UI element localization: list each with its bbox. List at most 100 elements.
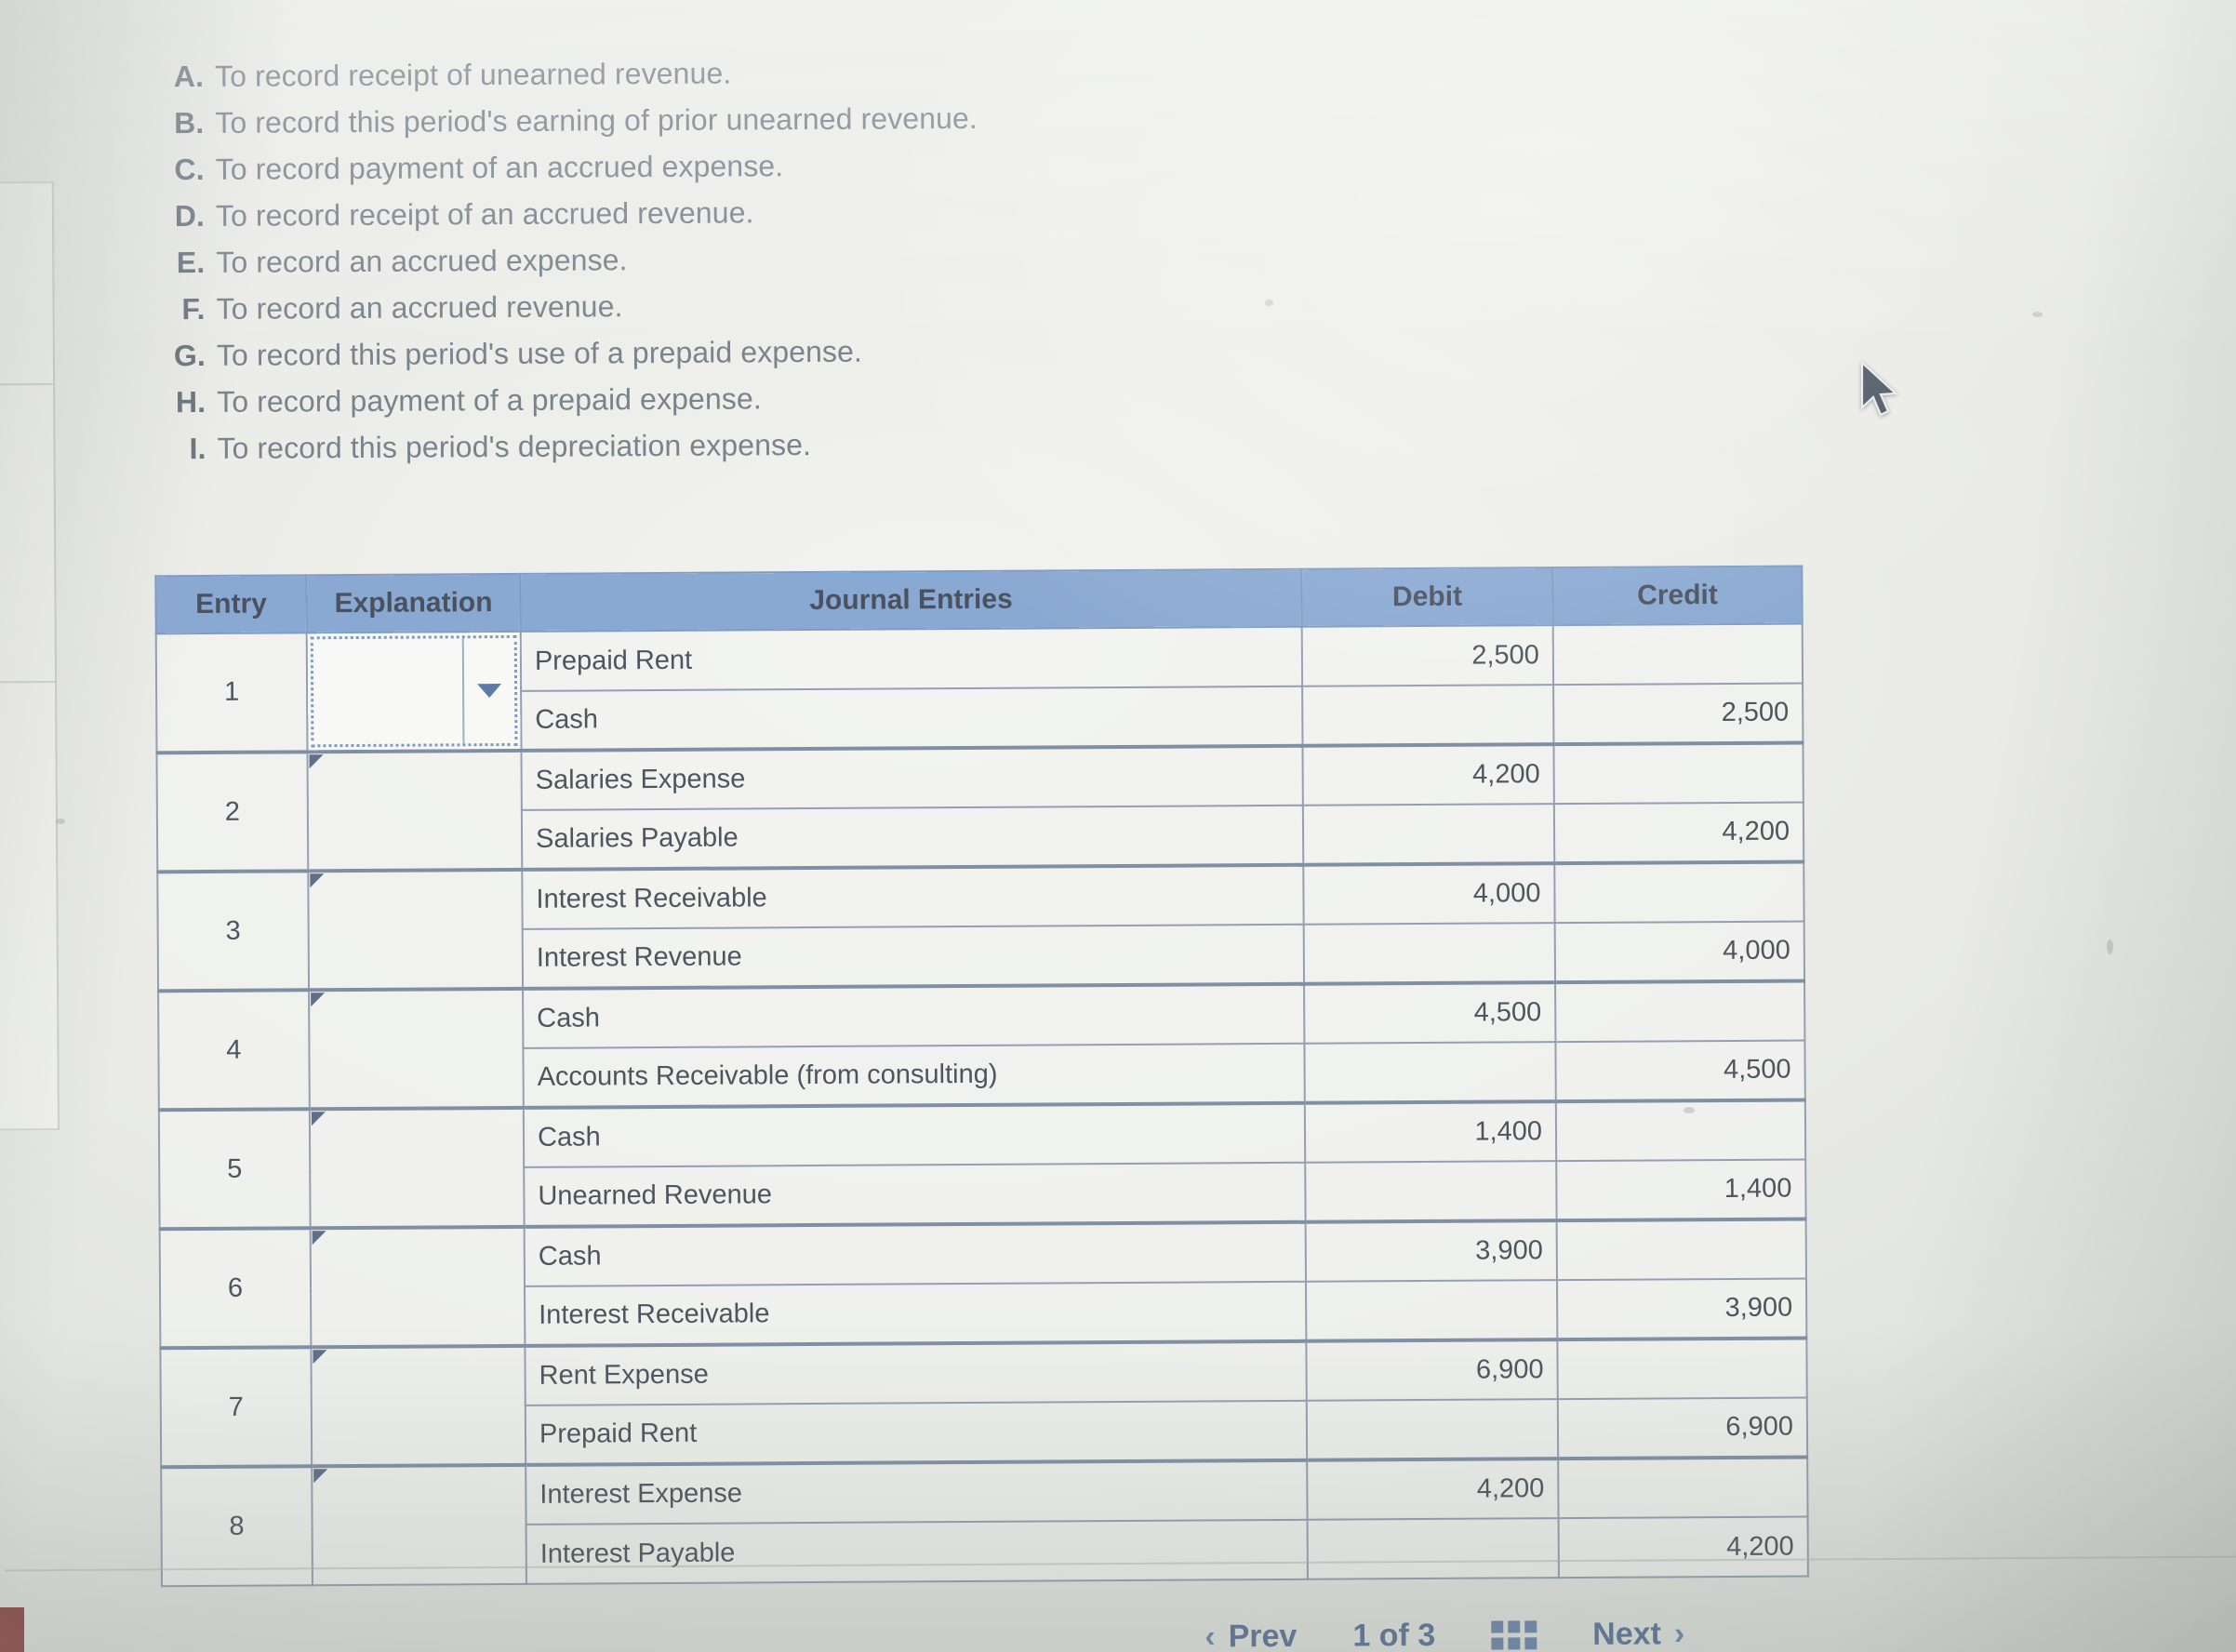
credit-amount-cell[interactable]: 2,500 <box>1553 683 1803 745</box>
journal-account-cell[interactable]: Unearned Revenue <box>524 1162 1306 1227</box>
explanation-dropdown-5[interactable] <box>309 1107 525 1229</box>
option-text: To record payment of a prepaid expense. <box>217 381 762 419</box>
debit-amount-cell[interactable] <box>1305 1280 1558 1341</box>
journal-account-cell[interactable]: Interest Revenue <box>522 924 1305 989</box>
debit-amount-cell[interactable] <box>1302 804 1555 865</box>
debit-amount-cell[interactable]: 4,500 <box>1304 982 1556 1044</box>
debit-amount-cell[interactable] <box>1306 1399 1559 1460</box>
explanation-dropdown-1[interactable] <box>306 631 522 753</box>
option-text: To record this period's use of a prepaid… <box>216 334 863 372</box>
journal-account-cell[interactable]: Salaries Payable <box>521 805 1304 870</box>
journal-account-cell[interactable]: Accounts Receivable (from consulting) <box>523 1043 1305 1108</box>
dust-speck <box>1684 1107 1695 1113</box>
credit-amount-cell[interactable] <box>1555 980 1805 1043</box>
chevron-down-icon <box>477 684 502 699</box>
credit-amount-cell[interactable] <box>1555 1099 1806 1162</box>
journal-account-cell[interactable]: Prepaid Rent <box>520 626 1303 691</box>
credit-amount-cell[interactable] <box>1558 1457 1808 1519</box>
next-button[interactable]: Next › <box>1592 1616 1684 1652</box>
journal-account-cell[interactable]: Rent Expense <box>525 1340 1307 1406</box>
entry-number-cell: 4 <box>158 990 310 1111</box>
table-row: 4 Cash 4,500 <box>158 980 1805 1111</box>
credit-amount-cell[interactable] <box>1554 861 1804 924</box>
journal-account-cell[interactable]: Interest Receivable <box>522 864 1304 929</box>
explanation-dropdown-4[interactable] <box>309 988 524 1110</box>
option-letter: G. <box>173 338 206 373</box>
dust-speck <box>2107 939 2113 954</box>
option-letter: F. <box>181 291 206 326</box>
sidebar-divider <box>0 680 56 684</box>
list-item: G. To record this period's use of a prep… <box>163 332 1335 386</box>
bottom-navigation-bar: ‹ Prev 1 of 3 Next › <box>4 1555 2236 1652</box>
column-header-debit: Debit <box>1301 567 1553 627</box>
debit-amount-cell[interactable]: 6,900 <box>1306 1339 1558 1401</box>
journal-account-cell[interactable]: Cash <box>523 1102 1306 1167</box>
journal-account-cell[interactable]: Cash <box>521 686 1303 751</box>
debit-amount-cell[interactable]: 4,200 <box>1307 1459 1559 1520</box>
credit-amount-cell[interactable] <box>1557 1338 1807 1400</box>
grid-view-icon[interactable] <box>1491 1620 1537 1650</box>
debit-amount-cell[interactable]: 3,900 <box>1305 1220 1557 1282</box>
column-header-explanation: Explanation <box>306 573 521 633</box>
journal-account-cell[interactable]: Cash <box>523 983 1305 1048</box>
entry-number-cell: 1 <box>155 633 308 753</box>
option-text: To record an accrued expense. <box>216 243 628 279</box>
explanation-dropdown-3[interactable] <box>308 869 524 991</box>
credit-amount-cell[interactable] <box>1556 1219 1806 1281</box>
credit-amount-cell[interactable] <box>1552 623 1803 686</box>
debit-amount-cell[interactable]: 4,200 <box>1302 744 1554 806</box>
debit-amount-cell[interactable] <box>1302 685 1554 746</box>
credit-amount-cell[interactable]: 6,900 <box>1557 1397 1808 1459</box>
prev-button[interactable]: ‹ Prev <box>1205 1619 1297 1652</box>
prev-button-label: Prev <box>1228 1618 1298 1652</box>
entry-number-cell: 5 <box>158 1109 311 1230</box>
explanation-dropdown-2[interactable] <box>307 750 523 872</box>
debit-amount-cell[interactable]: 1,400 <box>1304 1101 1557 1163</box>
column-header-entry: Entry <box>155 575 307 634</box>
credit-amount-cell[interactable]: 3,900 <box>1556 1278 1807 1340</box>
table-header-row: Entry Explanation Journal Entries Debit … <box>155 566 1803 634</box>
cell-marker-triangle-icon <box>311 993 326 1007</box>
option-text: To record receipt of unearned revenue. <box>214 56 732 93</box>
table-row: 1 Prepaid Rent 2,500 <box>155 623 1803 753</box>
mouse-cursor-icon <box>1860 361 1898 417</box>
journal-account-cell[interactable]: Cash <box>524 1221 1306 1286</box>
left-sidebar-partial: ces <box>0 180 60 1131</box>
debit-amount-cell[interactable]: 4,000 <box>1303 863 1555 925</box>
list-item: E. To record an accrued expense. <box>162 239 1334 293</box>
dropdown-caret-area[interactable] <box>461 637 515 744</box>
debit-amount-cell[interactable] <box>1305 1161 1557 1222</box>
debit-amount-cell[interactable]: 2,500 <box>1301 625 1554 686</box>
table-row: 3 Interest Receivable 4,000 <box>157 861 1804 992</box>
chevron-right-icon: › <box>1673 1616 1685 1652</box>
journal-entries-table-wrapper: Entry Explanation Journal Entries Debit … <box>154 565 1809 1588</box>
credit-amount-cell[interactable]: 4,000 <box>1554 921 1805 983</box>
option-letter: B. <box>174 105 205 140</box>
list-item: D. To record receipt of an accrued reven… <box>162 193 1334 246</box>
entry-number-cell: 6 <box>159 1228 312 1349</box>
credit-amount-cell[interactable]: 1,400 <box>1556 1159 1806 1221</box>
list-item: A. To record receipt of unearned revenue… <box>161 53 1333 107</box>
credit-amount-cell[interactable]: 4,500 <box>1555 1040 1805 1102</box>
journal-account-cell[interactable]: Prepaid Rent <box>525 1400 1308 1465</box>
column-header-credit: Credit <box>1552 566 1803 626</box>
journal-account-cell[interactable]: Salaries Expense <box>521 745 1303 810</box>
table-row: 5 Cash 1,400 <box>158 1099 1806 1230</box>
table-row: 2 Salaries Expense 4,200 <box>156 742 1803 873</box>
entry-number-cell: 2 <box>156 752 309 873</box>
debit-amount-cell[interactable] <box>1303 923 1556 984</box>
journal-account-cell[interactable]: Interest Receivable <box>525 1281 1307 1346</box>
chevron-left-icon: ‹ <box>1205 1619 1216 1652</box>
debit-amount-cell[interactable] <box>1304 1042 1556 1103</box>
credit-amount-cell[interactable]: 4,200 <box>1553 802 1804 864</box>
entry-number-cell: 7 <box>160 1347 313 1468</box>
cell-marker-triangle-icon <box>310 873 325 888</box>
credit-amount-cell[interactable] <box>1553 742 1803 805</box>
journal-account-cell[interactable]: Interest Expense <box>526 1459 1308 1525</box>
explanation-dropdown-6[interactable] <box>310 1226 526 1348</box>
dust-speck <box>56 819 65 824</box>
table-row: 6 Cash 3,900 <box>159 1219 1806 1349</box>
option-text: To record payment of an accrued expense. <box>215 149 784 186</box>
explanation-dropdown-7[interactable] <box>311 1345 526 1467</box>
